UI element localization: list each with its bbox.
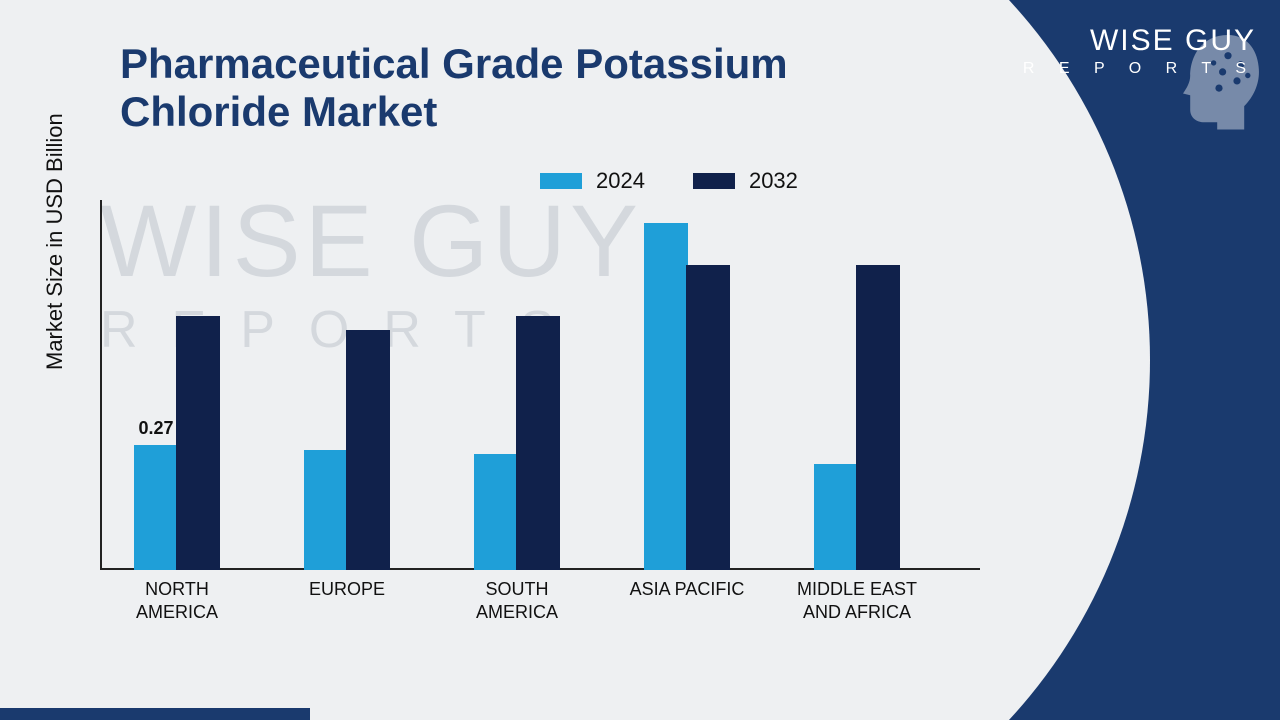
bar-2032 — [176, 316, 220, 570]
legend-label-2032: 2032 — [749, 168, 798, 194]
category-label: SOUTH AMERICA — [447, 578, 587, 623]
plot-area: 0.27 — [100, 200, 980, 570]
brand-logo: WISE GUY R E P O R T S — [1023, 24, 1256, 78]
legend-swatch-2032 — [693, 173, 735, 189]
infographic-root: WISE GUY R E P O R T S WISE GUY REPORTS … — [0, 0, 1280, 720]
bar-2032 — [856, 265, 900, 570]
bar-2024 — [814, 464, 858, 570]
y-axis-label: Market Size in USD Billion — [42, 113, 68, 370]
legend-label-2024: 2024 — [596, 168, 645, 194]
legend-item-2024: 2024 — [540, 168, 645, 194]
bottom-accent-bar — [0, 708, 310, 720]
legend-item-2032: 2032 — [693, 168, 798, 194]
category-label: NORTH AMERICA — [107, 578, 247, 623]
bar-2024 — [644, 223, 688, 570]
bar-2032 — [346, 330, 390, 571]
bar-2024 — [134, 445, 178, 570]
bar-2024 — [304, 450, 348, 570]
bar-2024 — [474, 454, 518, 570]
legend: 2024 2032 — [540, 168, 798, 194]
category-label: MIDDLE EAST AND AFRICA — [787, 578, 927, 623]
y-axis-line — [100, 200, 102, 570]
bar-2032 — [686, 265, 730, 570]
category-label: ASIA PACIFIC — [617, 578, 757, 601]
category-label: EUROPE — [277, 578, 417, 601]
legend-swatch-2024 — [540, 173, 582, 189]
bar-2032 — [516, 316, 560, 570]
brand-sub: R E P O R T S — [1023, 60, 1256, 78]
chart-title: Pharmaceutical Grade Potassium Chloride … — [120, 40, 880, 137]
panel-circle-cut — [970, 0, 1150, 720]
brand-name: WISE GUY — [1023, 24, 1256, 58]
